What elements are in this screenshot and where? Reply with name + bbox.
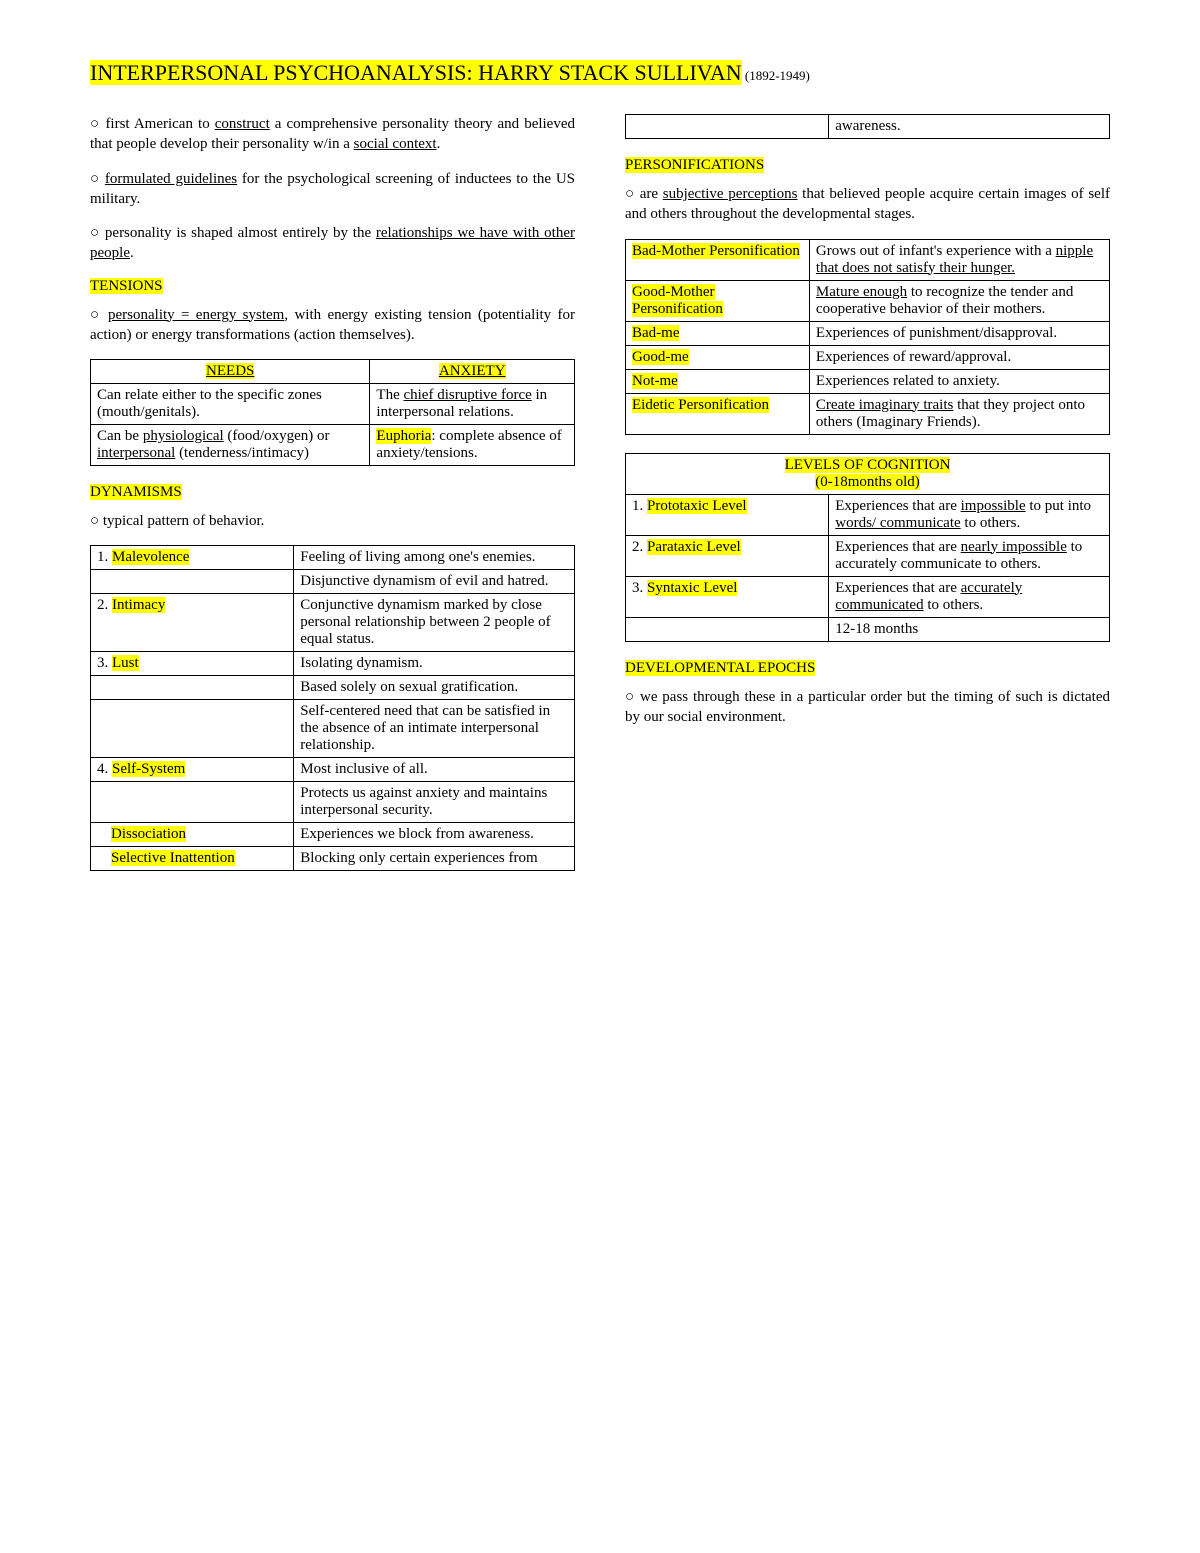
tensions-p: personality = energy system, with energy… <box>90 305 575 346</box>
table-row: 2. Parataxic Level Experiences that are … <box>626 535 1110 576</box>
page-title: INTERPERSONAL PSYCHOANALYSIS: HARRY STAC… <box>90 60 742 85</box>
dynamisms-table: 1. Malevolence Feeling of living among o… <box>90 545 575 871</box>
table-row: Not-me Experiences related to anxiety. <box>626 369 1110 393</box>
title-block: INTERPERSONAL PSYCHOANALYSIS: HARRY STAC… <box>90 60 1110 86</box>
tensions-heading: TENSIONS <box>90 278 575 295</box>
table-row: Dissociation Experiences we block from a… <box>91 823 575 847</box>
left-column: first American to construct a comprehens… <box>90 114 575 889</box>
table-row: Good-Mother Personification Mature enoug… <box>626 280 1110 321</box>
table-row: Self-centered need that can be satisfied… <box>91 700 575 758</box>
cognition-table: LEVELS OF COGNITION (0-18months old) 1. … <box>625 453 1110 642</box>
table-row: Based solely on sexual gratification. <box>91 676 575 700</box>
table-row: 4. Self-System Most inclusive of all. <box>91 758 575 782</box>
dynamisms-p: typical pattern of behavior. <box>90 511 575 531</box>
table-row: 2. Intimacy Conjunctive dynamism marked … <box>91 594 575 652</box>
th-anxiety: ANXIETY <box>370 360 575 384</box>
intro-p2: formulated guidelines for the psychologi… <box>90 169 575 210</box>
table-row: 3. Syntaxic Level Experiences that are a… <box>626 576 1110 617</box>
personifications-heading: PERSONIFICATIONS <box>625 157 1110 174</box>
table-row: NEEDS ANXIETY <box>91 360 575 384</box>
table-row: awareness. <box>626 115 1110 139</box>
table-row: LEVELS OF COGNITION (0-18months old) <box>626 453 1110 494</box>
table-row: Can be physiological (food/oxygen) or in… <box>91 425 575 466</box>
developmental-heading: DEVELOPMENTAL EPOCHS <box>625 660 1110 677</box>
table-row: Bad-me Experiences of punishment/disappr… <box>626 321 1110 345</box>
table-row: Disjunctive dynamism of evil and hatred. <box>91 570 575 594</box>
table-row: 1. Prototaxic Level Experiences that are… <box>626 494 1110 535</box>
intro-p1: first American to construct a comprehens… <box>90 114 575 155</box>
table-row: Can relate either to the specific zones … <box>91 384 575 425</box>
dynamisms-heading: DYNAMISMS <box>90 484 575 501</box>
continuation-table: awareness. <box>625 114 1110 139</box>
title-years: (1892-1949) <box>742 68 810 83</box>
table-row: Good-me Experiences of reward/approval. <box>626 345 1110 369</box>
developmental-p: we pass through these in a particular or… <box>625 687 1110 728</box>
th-needs: NEEDS <box>91 360 370 384</box>
tensions-table: NEEDS ANXIETY Can relate either to the s… <box>90 359 575 466</box>
personifications-p: are subjective perceptions that believed… <box>625 184 1110 225</box>
intro-p3: personality is shaped almost entirely by… <box>90 223 575 264</box>
table-row: Protects us against anxiety and maintain… <box>91 782 575 823</box>
two-column-layout: first American to construct a comprehens… <box>90 114 1110 889</box>
table-row: Bad-Mother Personification Grows out of … <box>626 239 1110 280</box>
table-row: 3. Lust Isolating dynamism. <box>91 652 575 676</box>
table-row: 12-18 months <box>626 617 1110 641</box>
table-row: 1. Malevolence Feeling of living among o… <box>91 546 575 570</box>
table-row: Selective Inattention Blocking only cert… <box>91 847 575 871</box>
right-column: awareness. PERSONIFICATIONS are subjecti… <box>625 114 1110 889</box>
table-row: Eidetic Personification Create imaginary… <box>626 393 1110 434</box>
personifications-table: Bad-Mother Personification Grows out of … <box>625 239 1110 435</box>
